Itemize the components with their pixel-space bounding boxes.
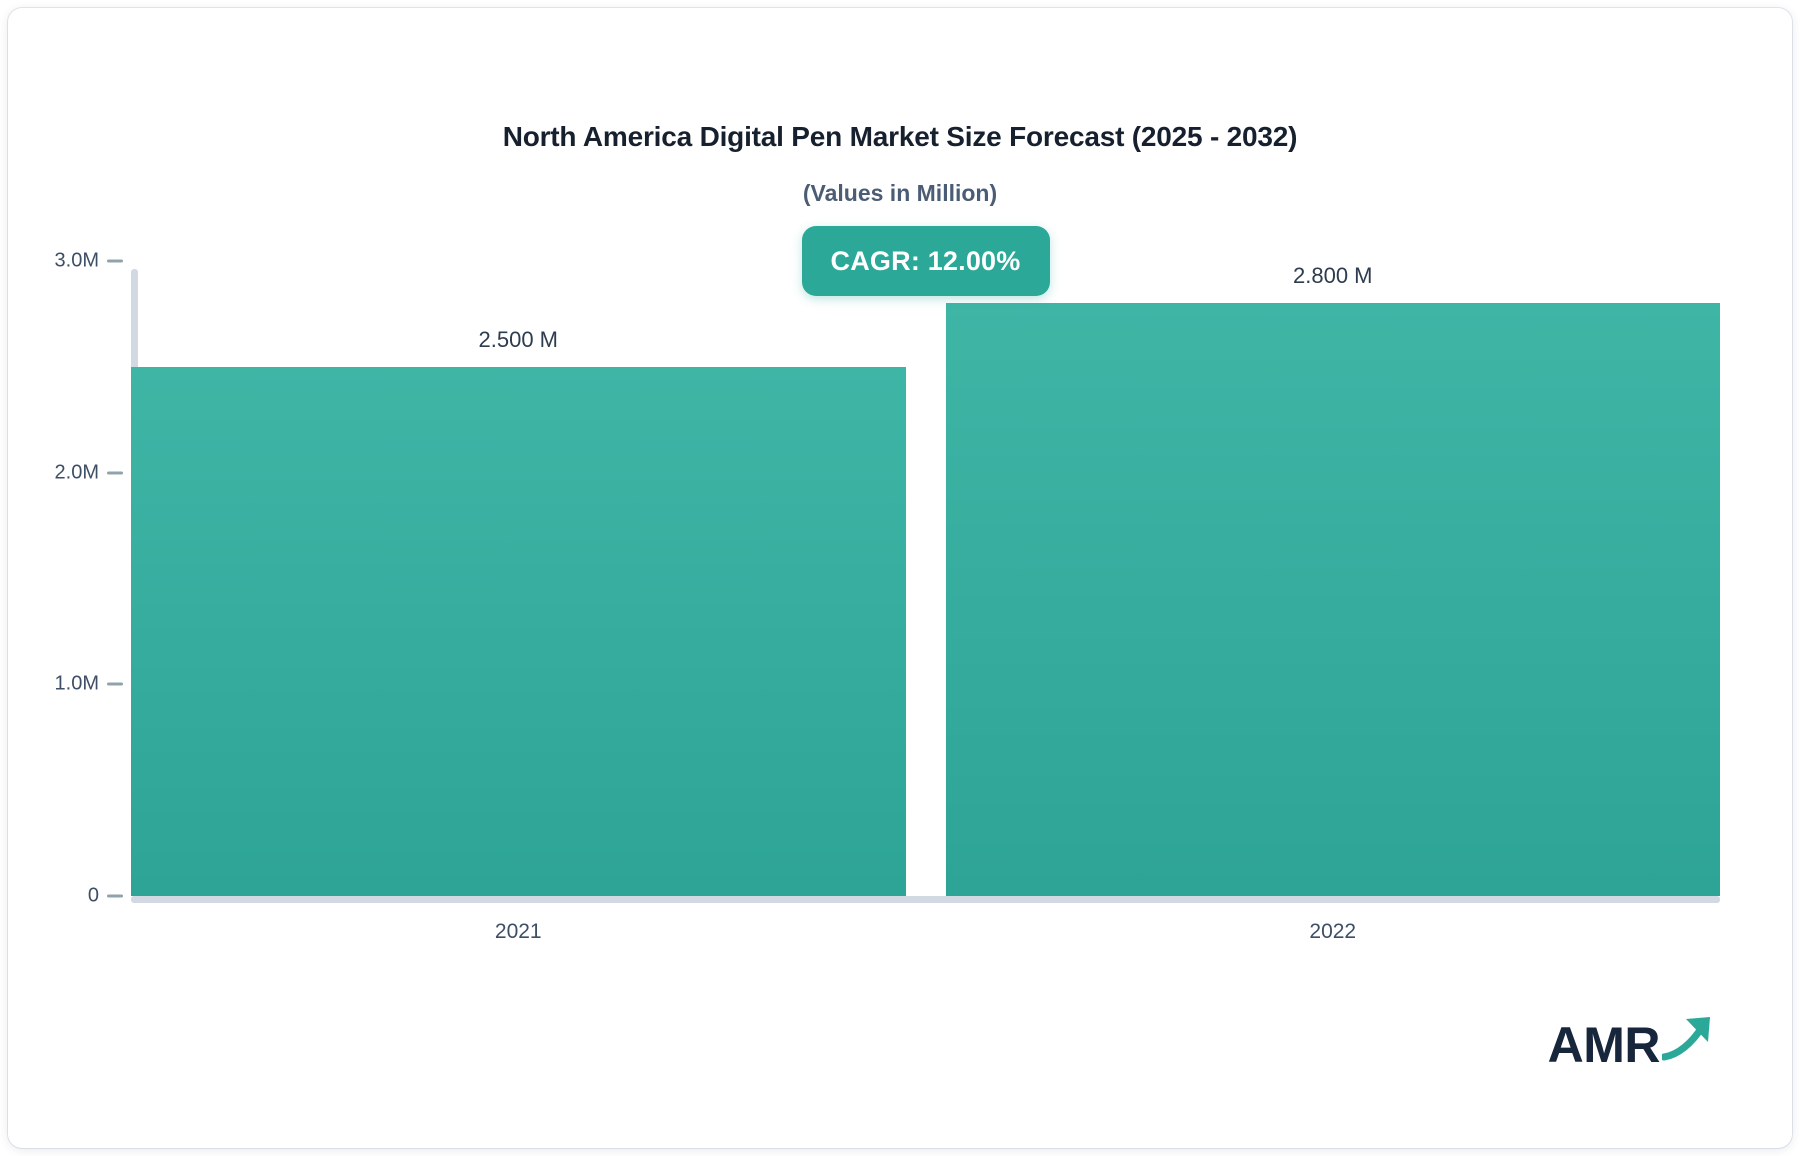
bar-2022[interactable] [945, 303, 1720, 896]
cagr-badge-label: CAGR: 12.00% [830, 245, 1021, 276]
x-axis-tick-label: 2022 [1309, 920, 1357, 943]
amr-logo-text: AMR [1547, 1017, 1661, 1073]
cagr-badge: CAGR: 12.00% [801, 226, 1050, 296]
y-axis-tick-mark [107, 682, 123, 686]
bar-value-label: 2.500 M [478, 326, 559, 352]
bar-value-label: 2.800 M [1293, 263, 1373, 289]
y-axis-tick-label: 0 [87, 884, 99, 907]
y-axis-tick-mark [107, 894, 123, 898]
y-axis-tick-label: 3.0M [54, 249, 99, 272]
growth-arrow-icon [1660, 1015, 1720, 1066]
y-axis-tick-mark [107, 471, 123, 475]
amr-logo: AMR [1548, 1015, 1720, 1070]
x-axis-line [131, 896, 1720, 903]
y-axis-tick-label: 2.0M [54, 461, 99, 484]
chart-card: North America Digital Pen Market Size Fo… [8, 8, 1792, 1148]
page-title: North America Digital Pen Market Size Fo… [502, 121, 1298, 152]
chart-subtitle: (Values in Million) [802, 180, 998, 206]
bar-2021[interactable] [131, 366, 906, 896]
x-axis-tick-label: 2021 [494, 920, 542, 943]
plot-area: 3.0M 2.0M 1.0M 0 2.500 M 2021 2.800 M 2022 [8, 8, 1792, 1148]
y-axis-tick-mark [107, 259, 123, 263]
y-axis-tick-label: 1.0M [54, 672, 99, 695]
